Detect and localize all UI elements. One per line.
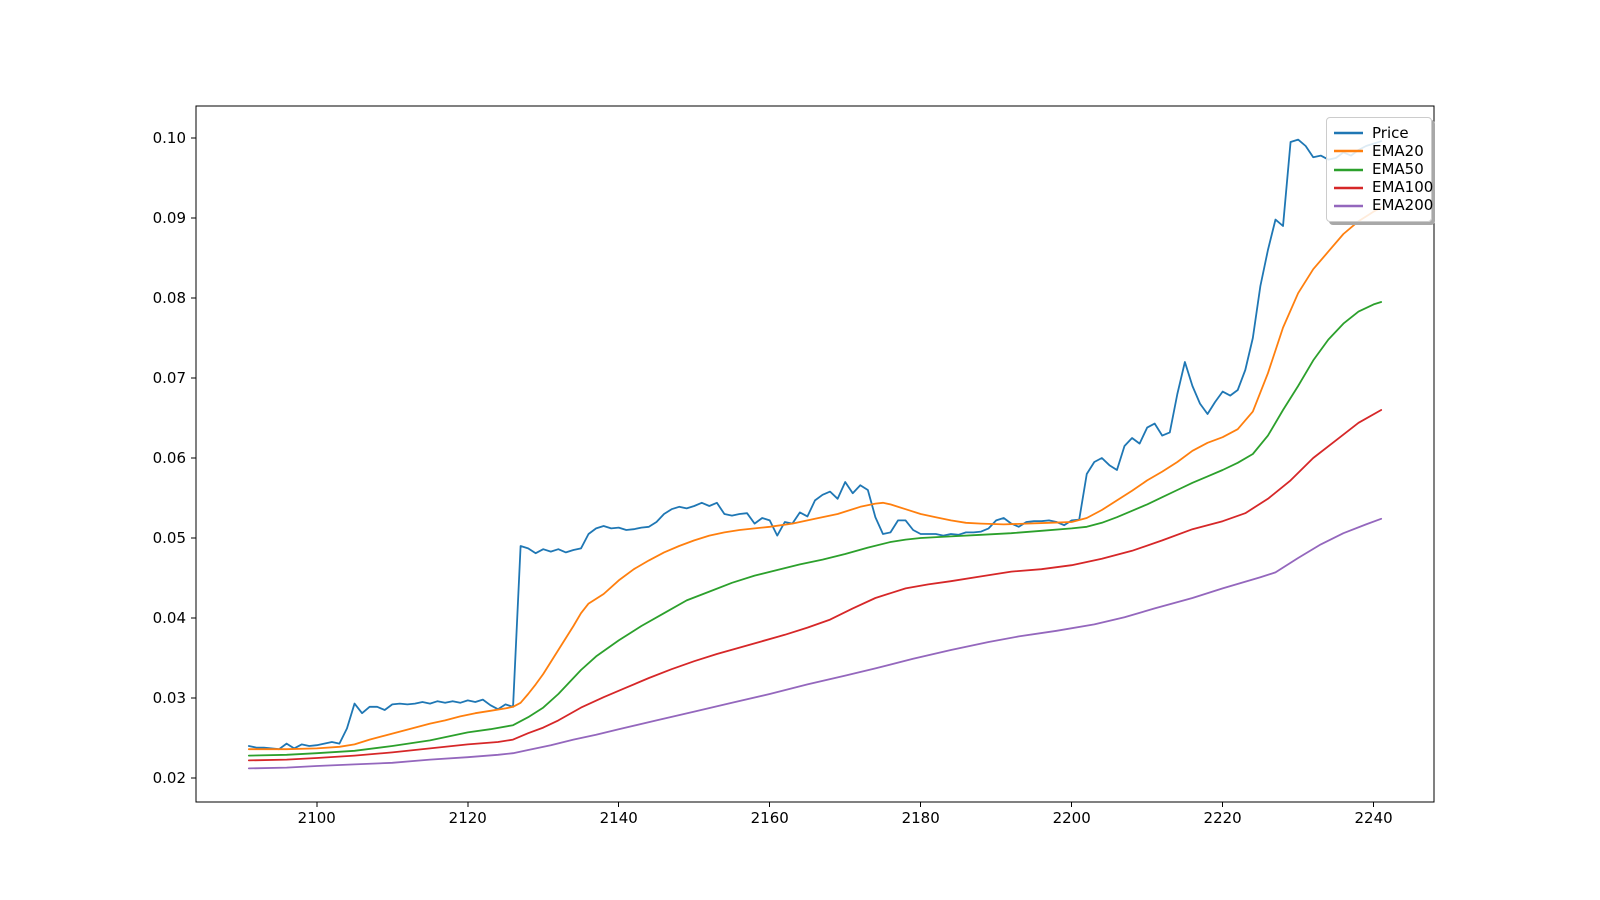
price-line	[247, 138, 1383, 751]
ema50-line-sample-icon	[1334, 168, 1363, 171]
legend: Price EMA20 EMA50 EMA100 EMA200	[1326, 117, 1433, 222]
x-tick-label: 2200	[1053, 809, 1091, 827]
y-tick-label: 0.05	[153, 529, 186, 547]
x-tick-label: 2140	[600, 809, 638, 827]
y-tick-label: 0.10	[153, 129, 186, 147]
x-axis: 2100 2120 2140 2160 2180 2200 2220 2240	[298, 802, 1393, 827]
legend-item-ema20: EMA20	[1333, 142, 1425, 160]
ema100-line-sample-icon	[1334, 186, 1363, 189]
ema200-line	[247, 517, 1383, 770]
x-tick-label: 2180	[902, 809, 940, 827]
legend-item-ema100: EMA100	[1333, 179, 1433, 197]
legend-label-price: Price	[1372, 123, 1409, 142]
y-tick-label: 0.09	[153, 209, 186, 227]
x-tick-label: 2220	[1204, 809, 1242, 827]
series-lines	[247, 138, 1383, 770]
legend-label-ema100: EMA100	[1372, 178, 1434, 197]
x-tick-label: 2160	[751, 809, 789, 827]
legend-label-ema20: EMA20	[1372, 141, 1424, 160]
legend-label-ema50: EMA50	[1372, 160, 1424, 178]
ema20-line-sample-icon	[1334, 150, 1363, 153]
plot-border	[195, 105, 1435, 803]
ema100-line	[247, 409, 1383, 762]
ema200-line-sample-icon	[1334, 204, 1363, 208]
legend-item-ema50: EMA50	[1333, 160, 1425, 178]
x-tick-label: 2240	[1355, 809, 1393, 827]
legend-item-ema200: EMA200	[1333, 197, 1433, 215]
y-tick-label: 0.03	[153, 689, 186, 707]
legend-item-price: Price	[1333, 124, 1425, 142]
y-tick-label: 0.04	[153, 609, 186, 627]
x-tick-label: 2100	[298, 809, 336, 827]
y-tick-label: 0.08	[153, 289, 186, 307]
price-line-sample-icon	[1334, 131, 1363, 135]
x-tick-label: 2120	[449, 809, 487, 827]
ema50-line	[247, 301, 1383, 757]
y-tick-label: 0.06	[153, 449, 186, 467]
y-tick-label: 0.02	[153, 769, 186, 787]
y-tick-label: 0.07	[153, 369, 186, 387]
legend-label-ema200: EMA200	[1372, 196, 1434, 215]
ema20-line	[247, 206, 1383, 751]
y-axis: 0.02 0.03 0.04 0.05 0.06 0.07 0.08 0.09 0.10	[153, 129, 196, 787]
